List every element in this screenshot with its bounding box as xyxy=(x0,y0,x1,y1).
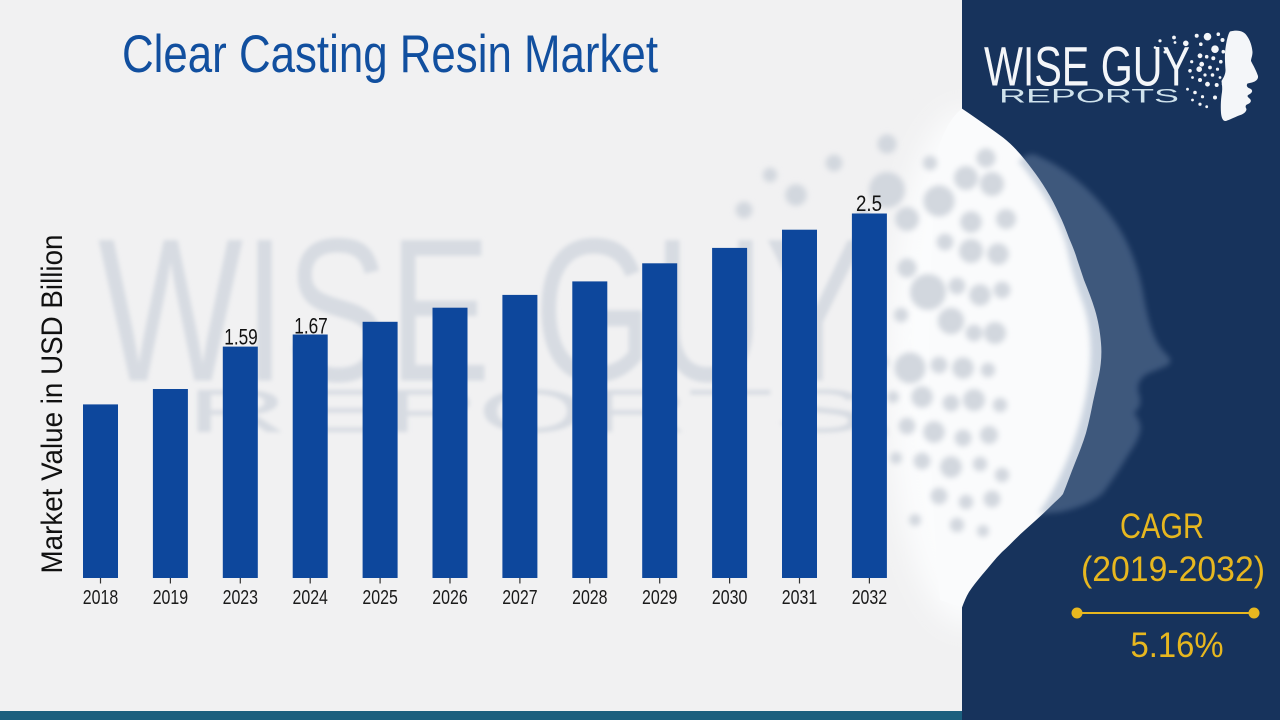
svg-text:2030: 2030 xyxy=(712,587,747,609)
svg-text:2028: 2028 xyxy=(572,587,607,609)
svg-text:2019: 2019 xyxy=(153,587,188,609)
svg-text:2.5: 2.5 xyxy=(856,191,882,216)
svg-text:2025: 2025 xyxy=(362,587,397,609)
svg-text:1.67: 1.67 xyxy=(294,314,328,339)
svg-text:2029: 2029 xyxy=(642,587,677,609)
svg-text:2027: 2027 xyxy=(502,587,537,609)
svg-text:WISE GUY: WISE GUY xyxy=(984,35,1190,98)
svg-text:2032: 2032 xyxy=(852,587,887,609)
svg-text:2024: 2024 xyxy=(293,587,328,609)
svg-text:2026: 2026 xyxy=(432,587,467,609)
svg-text:Clear Casting Resin Market: Clear Casting Resin Market xyxy=(122,25,658,84)
svg-text:2031: 2031 xyxy=(782,587,817,609)
svg-text:CAGR: CAGR xyxy=(1120,506,1204,546)
svg-text:5.16%: 5.16% xyxy=(1131,625,1224,665)
svg-text:(2019-2032): (2019-2032) xyxy=(1081,549,1265,589)
svg-text:REPORTS: REPORTS xyxy=(999,86,1179,108)
svg-text:Market Value in USD Billion: Market Value in USD Billion xyxy=(36,235,69,574)
svg-text:2018: 2018 xyxy=(83,587,118,609)
svg-text:2023: 2023 xyxy=(223,587,258,609)
svg-text:1.59: 1.59 xyxy=(224,325,258,350)
